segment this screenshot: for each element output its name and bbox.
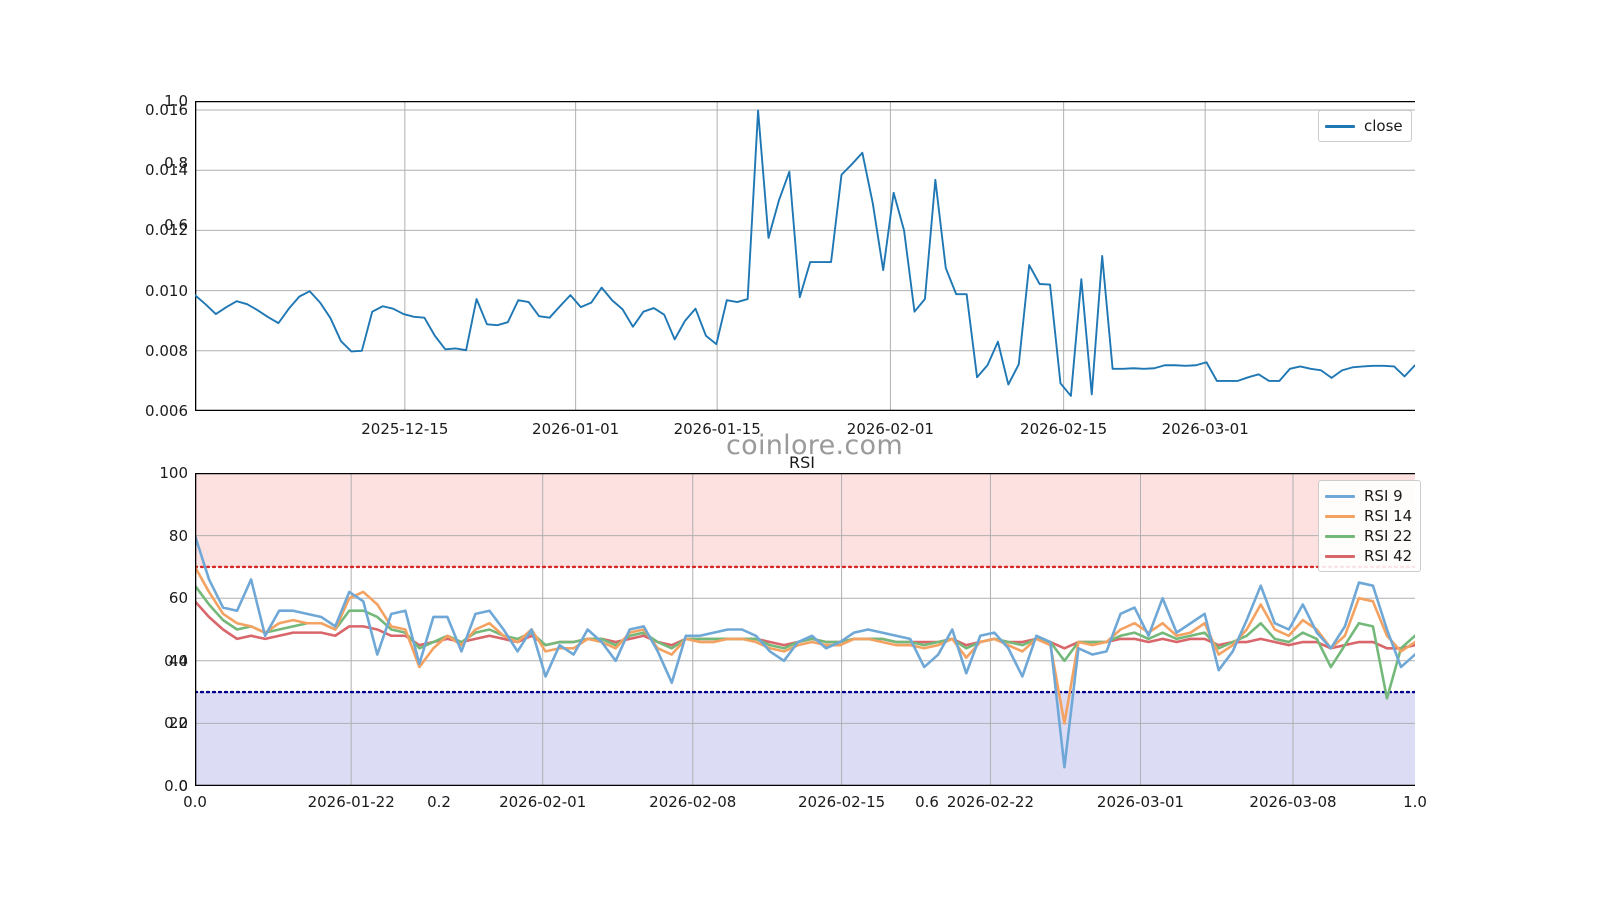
price-y-tick-2: 0.010	[145, 281, 188, 300]
rsi-y-tick-3: 60	[168, 589, 188, 608]
rsi-legend[interactable]: RSI 9 RSI 14 RSI 22 RSI 42	[1318, 480, 1422, 572]
rsi-line-rsi-22	[195, 584, 1415, 700]
price-x-tick-4: 2026-02-15	[1020, 420, 1108, 438]
rsi-x-norm-tick-1: 0.2	[427, 793, 451, 811]
price-y-norm-tick-1: 0.8	[164, 154, 188, 172]
rsi-x-norm-tick-2: 0.6	[915, 793, 939, 811]
legend-line-swatch-icon	[1325, 124, 1355, 128]
rsi-y-tick-0: 0	[178, 777, 188, 795]
price-x-tick-0: 2025-12-15	[361, 420, 449, 438]
rsi-x-date-tick-1: 2026-02-01	[499, 793, 587, 811]
rsi-x-norm-tick-3: 1.0	[1403, 793, 1427, 811]
legend-line-swatch-icon	[1325, 534, 1355, 538]
coinlore-watermark: coinlore.com	[726, 430, 903, 461]
rsi-x-date-tick-6: 2026-03-08	[1249, 793, 1337, 811]
rsi-y-tick-4: 80	[168, 526, 188, 545]
legend-line-swatch-icon	[1325, 514, 1355, 518]
rsi-legend-label: RSI 42	[1364, 547, 1413, 565]
overbought-band	[195, 473, 1415, 567]
rsi-y-norm-tick-2: 0.4	[164, 651, 188, 670]
price-legend-label: close	[1364, 117, 1403, 135]
price-legend[interactable]: close	[1318, 110, 1412, 142]
rsi-legend-item-2[interactable]: RSI 22	[1325, 526, 1412, 546]
rsi-legend-item-1[interactable]: RSI 14	[1325, 506, 1412, 526]
price-chart-panel	[195, 101, 1415, 411]
rsi-x-date-tick-4: 2026-02-22	[946, 793, 1035, 811]
oversold-band	[195, 692, 1415, 786]
rsi-panel-title: RSI	[789, 453, 815, 472]
legend-line-swatch-icon	[1325, 554, 1355, 558]
price-x-tick-5: 2026-03-01	[1161, 420, 1249, 438]
rsi-plot-area	[195, 473, 1415, 786]
rsi-x-date-tick-3: 2026-02-15	[798, 793, 886, 811]
rsi-legend-label: RSI 14	[1364, 507, 1413, 525]
price-x-tick-2: 2026-01-15	[673, 420, 761, 438]
price-y-norm-tick-0: 0.6	[164, 216, 188, 234]
rsi-legend-item-0[interactable]: RSI 9	[1325, 486, 1412, 506]
price-y-tick-0: 0.006	[145, 402, 188, 420]
price-y-tick-4: 0.014	[145, 161, 188, 180]
legend-line-swatch-icon	[1325, 494, 1355, 498]
rsi-y-norm-tick-0: 0.0	[164, 777, 188, 795]
rsi-legend-item-3[interactable]: RSI 42	[1325, 546, 1412, 566]
rsi-legend-label: RSI 22	[1364, 527, 1413, 545]
rsi-x-norm-tick-0: 0.0	[183, 793, 207, 811]
price-close-line	[195, 109, 1415, 397]
price-x-tick-1: 2026-01-01	[532, 420, 620, 438]
rsi-y-tick-5: 100	[159, 464, 188, 482]
rsi-y-tick-2: 40	[168, 651, 188, 670]
rsi-x-date-tick-0: 2026-01-22	[307, 793, 395, 811]
price-y-norm-tick-2: 1.0	[164, 92, 188, 110]
rsi-y-tick-1: 20	[168, 714, 188, 733]
price-y-tick-3: 0.012	[145, 221, 188, 240]
rsi-x-date-tick-5: 2026-03-01	[1096, 793, 1185, 811]
price-x-tick-3: 2026-02-01	[846, 420, 934, 438]
rsi-x-date-tick-2: 2026-02-08	[649, 793, 737, 811]
price-legend-item-0[interactable]: close	[1325, 116, 1403, 136]
price-plot-area	[195, 101, 1415, 411]
rsi-y-norm-tick-1: 0.2	[164, 714, 188, 733]
rsi-line-rsi-9	[195, 534, 1415, 769]
rsi-chart-panel	[195, 473, 1415, 786]
rsi-legend-label: RSI 9	[1364, 487, 1403, 505]
price-y-tick-5: 0.016	[145, 101, 188, 120]
price-y-tick-1: 0.008	[145, 341, 188, 360]
